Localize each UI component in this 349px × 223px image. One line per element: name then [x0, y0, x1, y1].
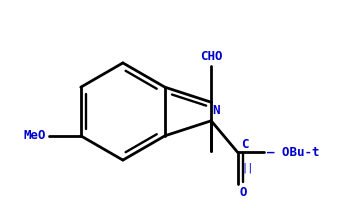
Text: — OBu-t: — OBu-t: [267, 146, 320, 159]
Text: MeO: MeO: [24, 129, 46, 142]
Text: C: C: [242, 138, 249, 151]
Text: O: O: [239, 186, 247, 199]
Text: CHO: CHO: [200, 50, 222, 63]
Text: ||: ||: [241, 163, 253, 173]
Text: N: N: [213, 103, 220, 117]
